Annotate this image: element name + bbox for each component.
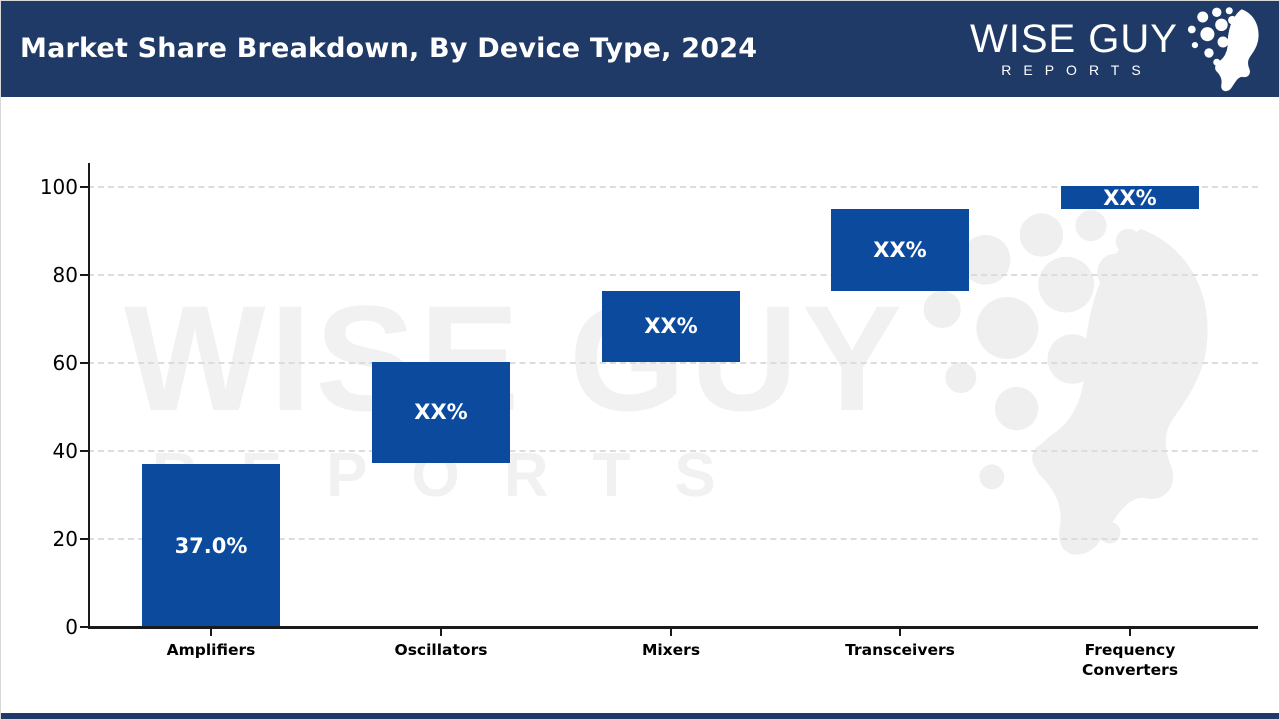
y-axis-tick-label: 60 — [52, 351, 78, 375]
footer-bar — [0, 713, 1280, 720]
waterfall-bar — [602, 290, 740, 363]
y-axis-tick-mark — [80, 186, 88, 188]
x-axis-tick-mark — [210, 627, 212, 636]
x-axis-line — [88, 626, 1258, 629]
x-axis-category-label: Oscillators — [394, 641, 488, 659]
bar-value-label: XX% — [1103, 185, 1157, 210]
waterfall-bar — [1061, 186, 1199, 209]
y-axis-line — [88, 163, 90, 629]
y-axis-tick-label: 0 — [65, 615, 78, 639]
x-axis-tick-mark — [1129, 627, 1131, 636]
page-title: Market Share Breakdown, By Device Type, … — [20, 33, 758, 64]
x-axis-category-label: Amplifiers — [166, 641, 256, 659]
y-axis-tick-label: 100 — [39, 175, 78, 199]
y-axis-tick-mark — [80, 626, 88, 628]
y-axis-tick-mark — [80, 274, 88, 276]
bar-value-label: XX% — [414, 400, 468, 425]
x-axis-category-label: Frequency Converters — [1081, 641, 1179, 680]
waterfall-bar — [142, 464, 280, 627]
y-axis-tick-mark — [80, 362, 88, 364]
waterfall-bar — [831, 209, 969, 291]
brand-logo: WISE GUY REPORTS — [970, 0, 1262, 97]
x-axis-tick-mark — [899, 627, 901, 636]
brand-logo-text: WISE GUY REPORTS — [970, 19, 1178, 78]
x-axis-tick-mark — [670, 627, 672, 636]
bar-value-label: XX% — [644, 314, 698, 339]
brand-logo-line1: WISE GUY — [969, 17, 1178, 61]
waterfall-bar — [372, 362, 510, 463]
y-gridline — [88, 274, 1258, 276]
y-gridline — [88, 450, 1258, 452]
y-axis-tick-label: 20 — [52, 527, 78, 551]
y-axis-tick-label: 40 — [52, 439, 78, 463]
bar-value-label: 37.0% — [174, 533, 248, 558]
header-bar: Market Share Breakdown, By Device Type, … — [0, 0, 1280, 97]
x-axis-category-label: Mixers — [641, 641, 701, 659]
x-axis-category-label: Transceivers — [845, 641, 955, 659]
y-gridline — [88, 186, 1258, 188]
y-gridline — [88, 538, 1258, 540]
bar-value-label: XX% — [873, 237, 927, 262]
y-axis-tick-mark — [80, 450, 88, 452]
y-axis-tick-label: 80 — [52, 263, 78, 287]
brand-head-icon — [1187, 6, 1259, 91]
y-axis-tick-mark — [80, 538, 88, 540]
brand-logo-line2: REPORTS — [1001, 62, 1153, 78]
x-axis-tick-mark — [440, 627, 442, 636]
y-gridline — [88, 362, 1258, 364]
